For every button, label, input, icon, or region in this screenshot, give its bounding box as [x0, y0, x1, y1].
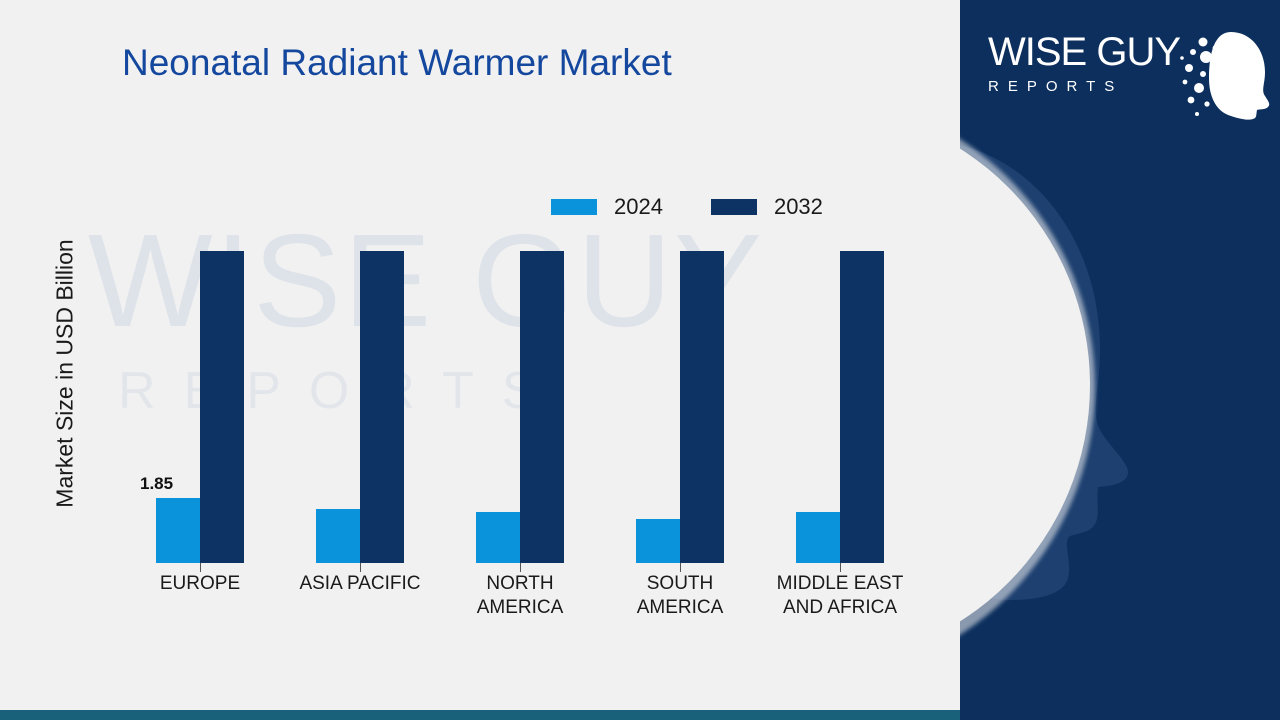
bar-group: [476, 230, 564, 572]
legend-item-2032[interactable]: 2032: [710, 194, 823, 220]
plot-region: 1.85 EUROPE ASIA PACIFIC NORTH AMERICA SOUTH…: [120, 230, 920, 618]
logo-subwordmark: REPORTS: [988, 78, 1124, 95]
page-title: Neonatal Radiant Warmer Market: [122, 42, 672, 83]
bar-2024[interactable]: [156, 498, 200, 563]
x-axis-tick: [680, 563, 681, 572]
bar-2032[interactable]: [360, 251, 404, 563]
bar-2024[interactable]: [796, 512, 840, 563]
bar-group: 1.85: [140, 230, 244, 572]
legend-swatch-2032: [710, 199, 757, 215]
x-axis-tick: [360, 563, 361, 572]
legend-swatch-2024: [551, 199, 597, 215]
x-axis-tick: [840, 563, 841, 572]
brand-panel: [960, 0, 1280, 720]
bar-group: [796, 230, 884, 572]
bar-2032[interactable]: [840, 251, 884, 563]
bottom-accent-strip: [0, 710, 960, 720]
bar-2032[interactable]: [200, 251, 244, 563]
x-axis-category-label: EUROPE: [159, 573, 241, 594]
bar-2032[interactable]: [520, 251, 564, 563]
brand-logo[interactable]: WISE GUY REPORTS: [988, 30, 1270, 120]
x-axis-category-label: ASIA PACIFIC: [299, 573, 421, 594]
bar-group: [636, 230, 724, 572]
chart-legend: 2024 2032: [551, 194, 823, 220]
x-axis-tick: [200, 563, 201, 572]
legend-label-2024: 2024: [614, 194, 663, 219]
bar-group: [316, 230, 404, 572]
x-axis-category-label: NORTH AMERICA: [476, 573, 564, 618]
bar-2024[interactable]: [636, 519, 680, 563]
logo-dotted-head-icon: [1179, 26, 1271, 122]
logo-wordmark: WISE GUY: [988, 30, 1181, 74]
legend-item-2024[interactable]: 2024: [551, 194, 663, 220]
bar-2024[interactable]: [476, 512, 520, 563]
chart-area: Market Size in USD Billion 2024 2032 1.8…: [51, 194, 920, 618]
legend-label-2032: 2032: [773, 194, 823, 219]
bar-2032[interactable]: [680, 251, 724, 563]
bar-value-label: 1.85: [140, 474, 174, 494]
x-axis-category-label: MIDDLE EAST AND AFRICA: [776, 573, 904, 618]
y-axis-label: Market Size in USD Billion: [51, 239, 78, 508]
x-axis-category-label: SOUTH AMERICA: [636, 573, 724, 618]
x-axis-tick: [520, 563, 521, 572]
dot-cluster-decoration: [960, 150, 1070, 620]
bar-2024[interactable]: [316, 508, 360, 563]
